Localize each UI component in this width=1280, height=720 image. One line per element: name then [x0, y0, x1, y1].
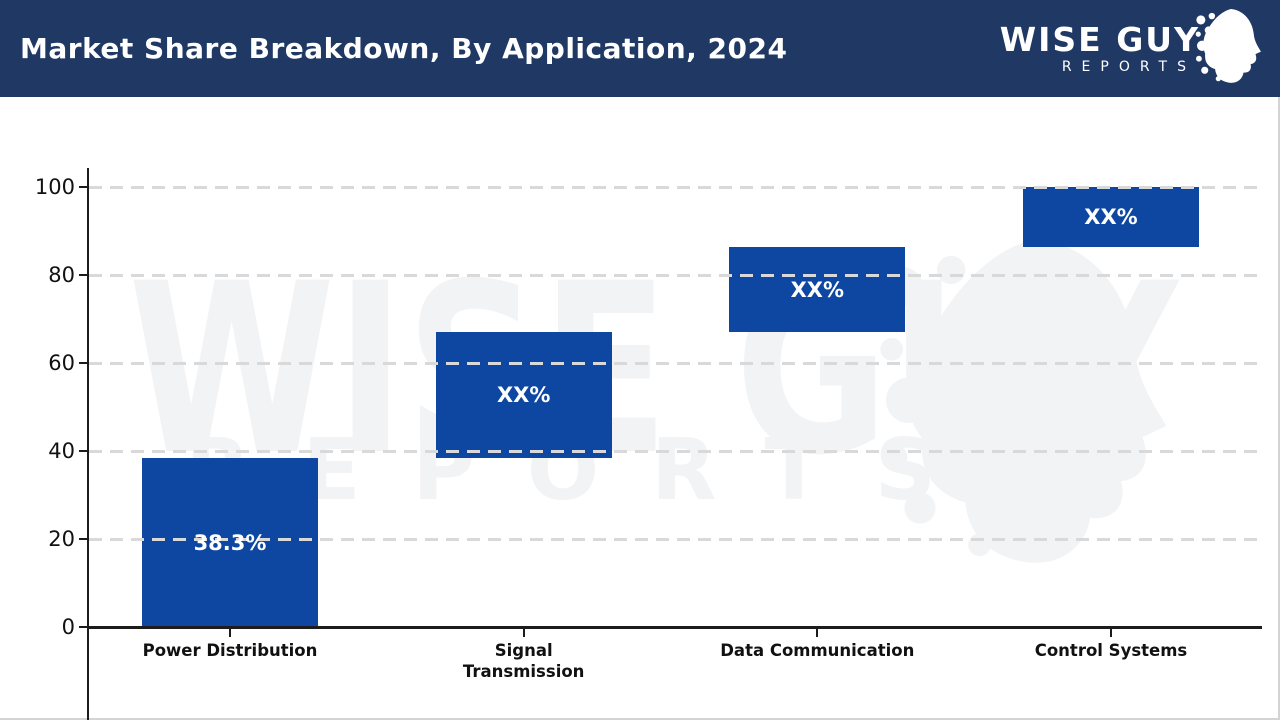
waterfall-bar [729, 246, 906, 333]
plot-area: 0 20 40 60 80 100 38.3% Power Distribution XX% Si… [0, 97, 1280, 720]
brand-logo-text: WISE GUY REPORTS [999, 19, 1200, 76]
y-axis-tick-label: 20 [48, 527, 75, 551]
x-axis-category-label: Data Communication [720, 641, 915, 660]
y-axis-tick-mark [79, 362, 87, 364]
y-axis-tick-label: 80 [48, 263, 75, 287]
x-axis-category-label: Power Distribution [142, 641, 318, 660]
image-bottom-border [0, 718, 1280, 720]
bar-value-label: 38.3% [193, 530, 267, 555]
y-axis-tick-mark [79, 626, 87, 628]
gridline [89, 538, 1262, 541]
x-axis-tick-mark [522, 629, 525, 637]
gridline [89, 186, 1262, 189]
x-axis-tick-mark [1110, 629, 1112, 637]
chart-title: Market Share Breakdown, By Application, … [20, 32, 788, 65]
y-axis-tick-mark [79, 450, 87, 452]
waterfall-bar [142, 458, 318, 627]
image-right-border [1278, 97, 1280, 720]
x-axis-tick-mark [816, 629, 819, 637]
bar-value-label: XX% [1084, 204, 1138, 229]
brand-subname: REPORTS [1061, 59, 1196, 76]
y-axis-tick-mark [79, 274, 87, 276]
bar-value-label: XX% [790, 277, 845, 302]
gridline [89, 274, 1262, 277]
x-axis-tick-mark [229, 629, 231, 637]
x-axis-category-label: Signal Transmission [462, 641, 585, 682]
gridline [89, 362, 1262, 365]
y-axis-tick-label: 40 [48, 439, 75, 463]
waterfall-bar [1023, 187, 1199, 247]
y-axis-tick-label: 60 [48, 351, 75, 375]
y-axis-tick-label: 0 [61, 615, 75, 639]
gridline [89, 450, 1262, 453]
y-axis-line [87, 168, 89, 720]
brand-logo: WISE GUY REPORTS [1000, 6, 1270, 92]
y-axis-tick-mark [79, 186, 87, 188]
y-axis-tick-label: 100 [34, 175, 75, 199]
x-axis-line [87, 626, 1262, 629]
bar-value-label: XX% [496, 383, 551, 408]
brand-head-icon [1195, 8, 1261, 83]
brand-name: WISE GUY [999, 19, 1200, 59]
y-axis-tick-mark [79, 538, 87, 540]
x-axis-category-label: Control Systems [1034, 641, 1188, 660]
header-band: Market Share Breakdown, By Application, … [0, 0, 1280, 97]
waterfall-bar [435, 332, 612, 459]
